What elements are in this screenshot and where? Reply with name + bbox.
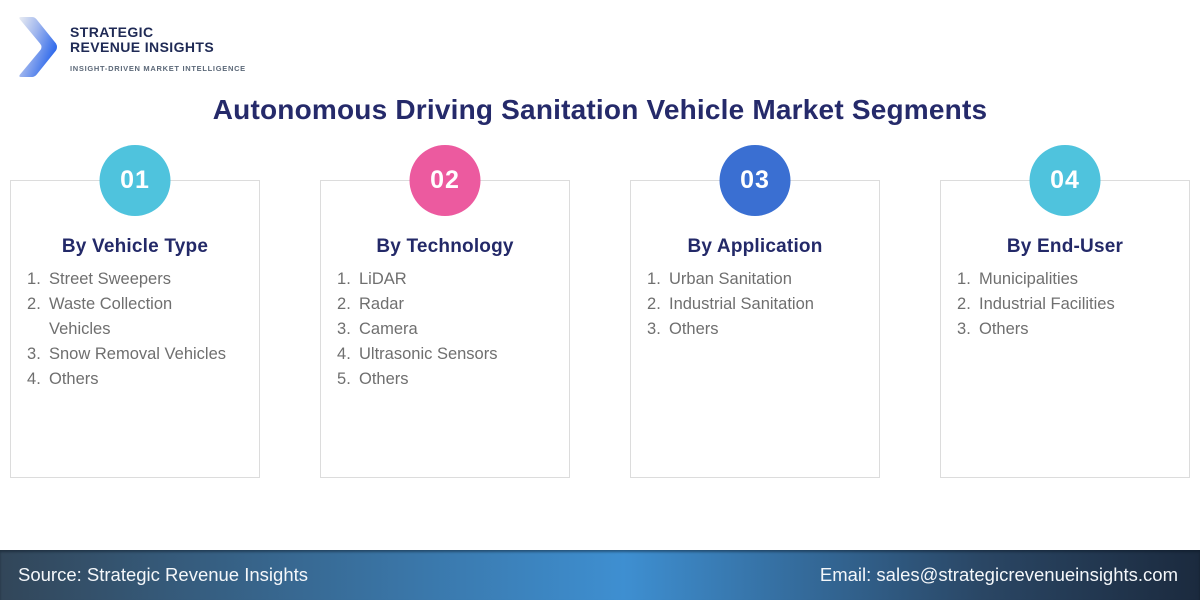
brand-tagline: INSIGHT-DRIVEN MARKET INTELLIGENCE (70, 64, 246, 73)
badge-01: 01 (99, 145, 171, 216)
list-item: Street Sweepers (27, 267, 171, 292)
page-title: Autonomous Driving Sanitation Vehicle Ma… (212, 94, 988, 125)
list-item: Industrial Sanitation (647, 292, 814, 317)
brand-logo: STRATEGIC REVENUE INSIGHTS INSIGHT-DRIVE… (18, 16, 246, 78)
list-item: Municipalities (957, 267, 1079, 292)
segment-list-application: Urban Sanitation Industrial Sanitation O… (631, 267, 879, 342)
list-item: Camera (337, 317, 418, 342)
list-item: Others (647, 317, 719, 342)
footer-source-text: Source: Strategic Revenue Insights (18, 564, 308, 585)
segment-list-end-user: Municipalities Industrial Facilities Oth… (941, 267, 1189, 342)
list-item: Waste Collection Vehicles (27, 292, 173, 338)
brand-name-line2: REVENUE INSIGHTS (70, 39, 215, 55)
list-item: Urban Sanitation (647, 267, 792, 292)
chevron-right-icon (19, 17, 57, 77)
list-item: Others (337, 367, 409, 392)
segment-list-technology: LiDAR Radar Camera Ultrasonic Sensors Ot… (321, 267, 569, 392)
card-title-end-user: By End-User (1006, 236, 1124, 257)
badge-02: 02 (409, 145, 481, 216)
segment-list-vehicle-type: Street Sweepers Waste Collection Vehicle… (11, 267, 259, 392)
segment-card-end-user: 04 By End-User Municipalities Industrial… (940, 145, 1190, 478)
list-item: Radar (337, 292, 404, 317)
footer-email-text: Email: sales@strategicrevenueinsights.co… (819, 564, 1178, 585)
segment-card-technology: 02 By Technology LiDAR Radar Camera Ultr… (320, 145, 570, 478)
card-title-vehicle-type: By Vehicle Type (61, 236, 209, 257)
list-item: LiDAR (337, 267, 407, 292)
badge-03: 03 (719, 145, 791, 216)
list-item: Industrial Facilities (957, 292, 1115, 317)
list-item: Others (27, 367, 99, 392)
list-item: Others (957, 317, 1029, 342)
segment-card-application: 03 By Application Urban Sanitation Indus… (630, 145, 880, 478)
brand-name-line1: STRATEGIC (70, 24, 154, 40)
badge-04: 04 (1029, 145, 1101, 216)
list-item: Snow Removal Vehicles (27, 342, 227, 367)
list-item: Ultrasonic Sensors (337, 342, 498, 367)
segment-card-vehicle-type: 01 By Vehicle Type Street Sweepers Waste… (10, 145, 260, 478)
brand-logo-text: STRATEGIC REVENUE INSIGHTS INSIGHT-DRIVE… (70, 16, 246, 74)
card-title-technology: By Technology (376, 236, 514, 257)
footer-bar: Source: Strategic Revenue Insights Email… (0, 550, 1200, 600)
card-title-application: By Application (687, 236, 823, 257)
